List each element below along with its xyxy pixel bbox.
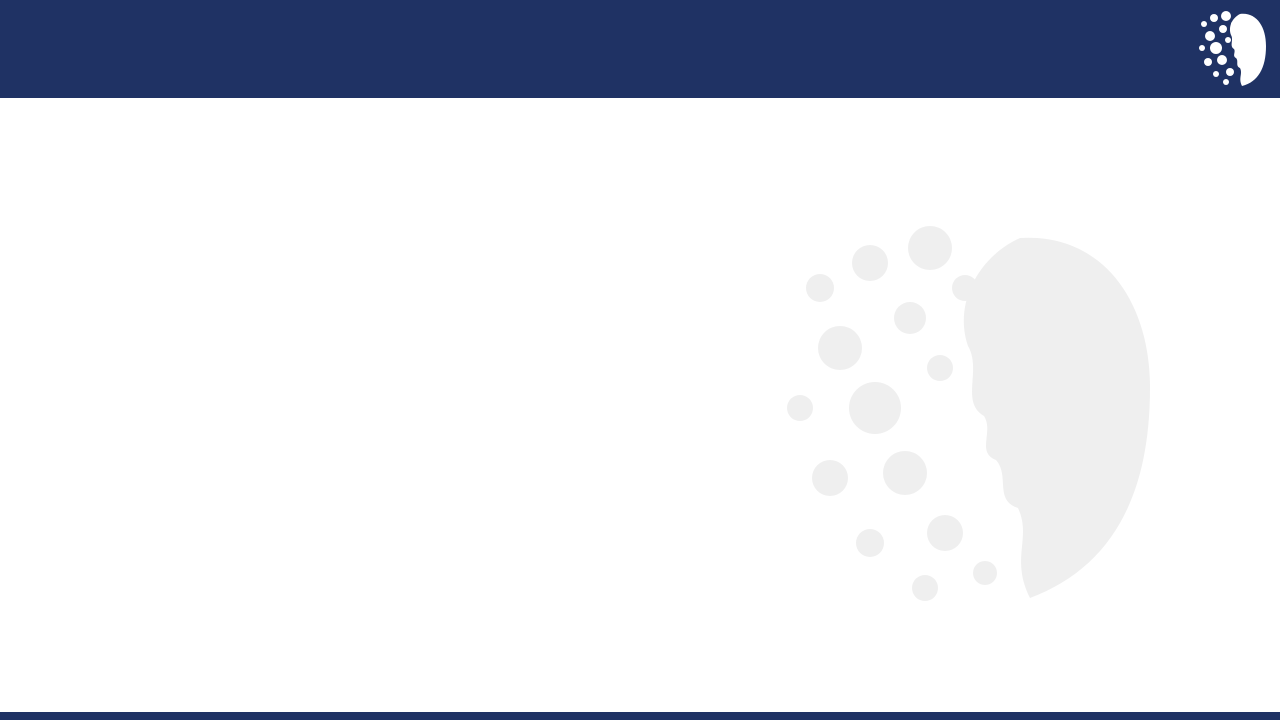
wise-guy-reports-logo (1012, 8, 1266, 90)
footer-bar (0, 712, 1280, 720)
header-bar (0, 0, 1280, 98)
dotted-face-icon (1199, 11, 1266, 87)
